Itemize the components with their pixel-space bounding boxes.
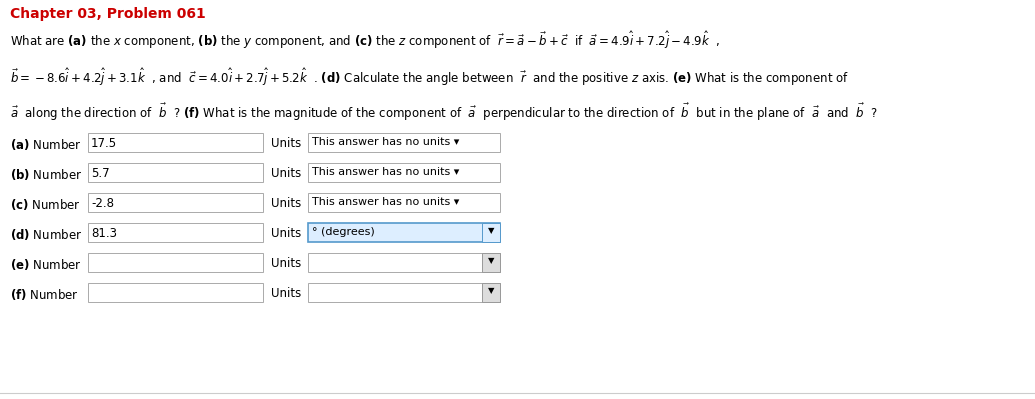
Text: $\mathbf{(e)}$ Number: $\mathbf{(e)}$ Number: [10, 257, 82, 272]
Text: This answer has no units ▾: This answer has no units ▾: [312, 167, 460, 177]
FancyBboxPatch shape: [308, 253, 500, 271]
Text: What are $\mathbf{(a)}$ the $x$ component, $\mathbf{(b)}$ the $y$ component, and: What are $\mathbf{(a)}$ the $x$ componen…: [10, 29, 720, 51]
FancyBboxPatch shape: [482, 253, 500, 271]
Text: $\mathbf{(c)}$ Number: $\mathbf{(c)}$ Number: [10, 197, 81, 212]
FancyBboxPatch shape: [482, 282, 500, 302]
Text: This answer has no units ▾: This answer has no units ▾: [312, 197, 460, 207]
Text: ▼: ▼: [487, 257, 495, 265]
FancyBboxPatch shape: [88, 192, 263, 211]
Text: $\vec{b}=-8.6\hat{i}+4.2\hat{j}+3.1\hat{k}$  , and  $\vec{c}=4.0\hat{i}+2.7\hat{: $\vec{b}=-8.6\hat{i}+4.2\hat{j}+3.1\hat{…: [10, 66, 849, 88]
Text: This answer has no units ▾: This answer has no units ▾: [312, 137, 460, 147]
FancyBboxPatch shape: [88, 132, 263, 152]
Text: Units: Units: [271, 257, 301, 270]
FancyBboxPatch shape: [88, 253, 263, 271]
Text: $\mathbf{(d)}$ Number: $\mathbf{(d)}$ Number: [10, 227, 82, 242]
Text: $\mathbf{(b)}$ Number: $\mathbf{(b)}$ Number: [10, 167, 82, 182]
FancyBboxPatch shape: [308, 192, 500, 211]
FancyBboxPatch shape: [88, 223, 263, 241]
FancyBboxPatch shape: [308, 162, 500, 182]
FancyBboxPatch shape: [482, 223, 500, 241]
FancyBboxPatch shape: [88, 162, 263, 182]
Text: $\mathbf{(a)}$ Number: $\mathbf{(a)}$ Number: [10, 137, 82, 152]
FancyBboxPatch shape: [308, 223, 500, 241]
Text: Units: Units: [271, 227, 301, 240]
Text: 81.3: 81.3: [91, 227, 117, 240]
Text: Chapter 03, Problem 061: Chapter 03, Problem 061: [10, 7, 206, 21]
Text: Units: Units: [271, 197, 301, 210]
FancyBboxPatch shape: [308, 282, 500, 302]
Text: -2.8: -2.8: [91, 197, 114, 210]
Text: Units: Units: [271, 287, 301, 300]
Text: 5.7: 5.7: [91, 167, 110, 180]
Text: ▼: ▼: [487, 286, 495, 296]
Text: ▼: ▼: [487, 227, 495, 235]
Text: 17.5: 17.5: [91, 137, 117, 150]
Text: ° (degrees): ° (degrees): [312, 227, 375, 237]
FancyBboxPatch shape: [308, 132, 500, 152]
Text: $\mathbf{(f)}$ Number: $\mathbf{(f)}$ Number: [10, 287, 79, 302]
Text: $\vec{a}$  along the direction of  $\vec{b}$  ? $\mathbf{(f)}$ What is the magni: $\vec{a}$ along the direction of $\vec{b…: [10, 102, 878, 123]
Text: Units: Units: [271, 167, 301, 180]
Text: Units: Units: [271, 137, 301, 150]
FancyBboxPatch shape: [88, 282, 263, 302]
